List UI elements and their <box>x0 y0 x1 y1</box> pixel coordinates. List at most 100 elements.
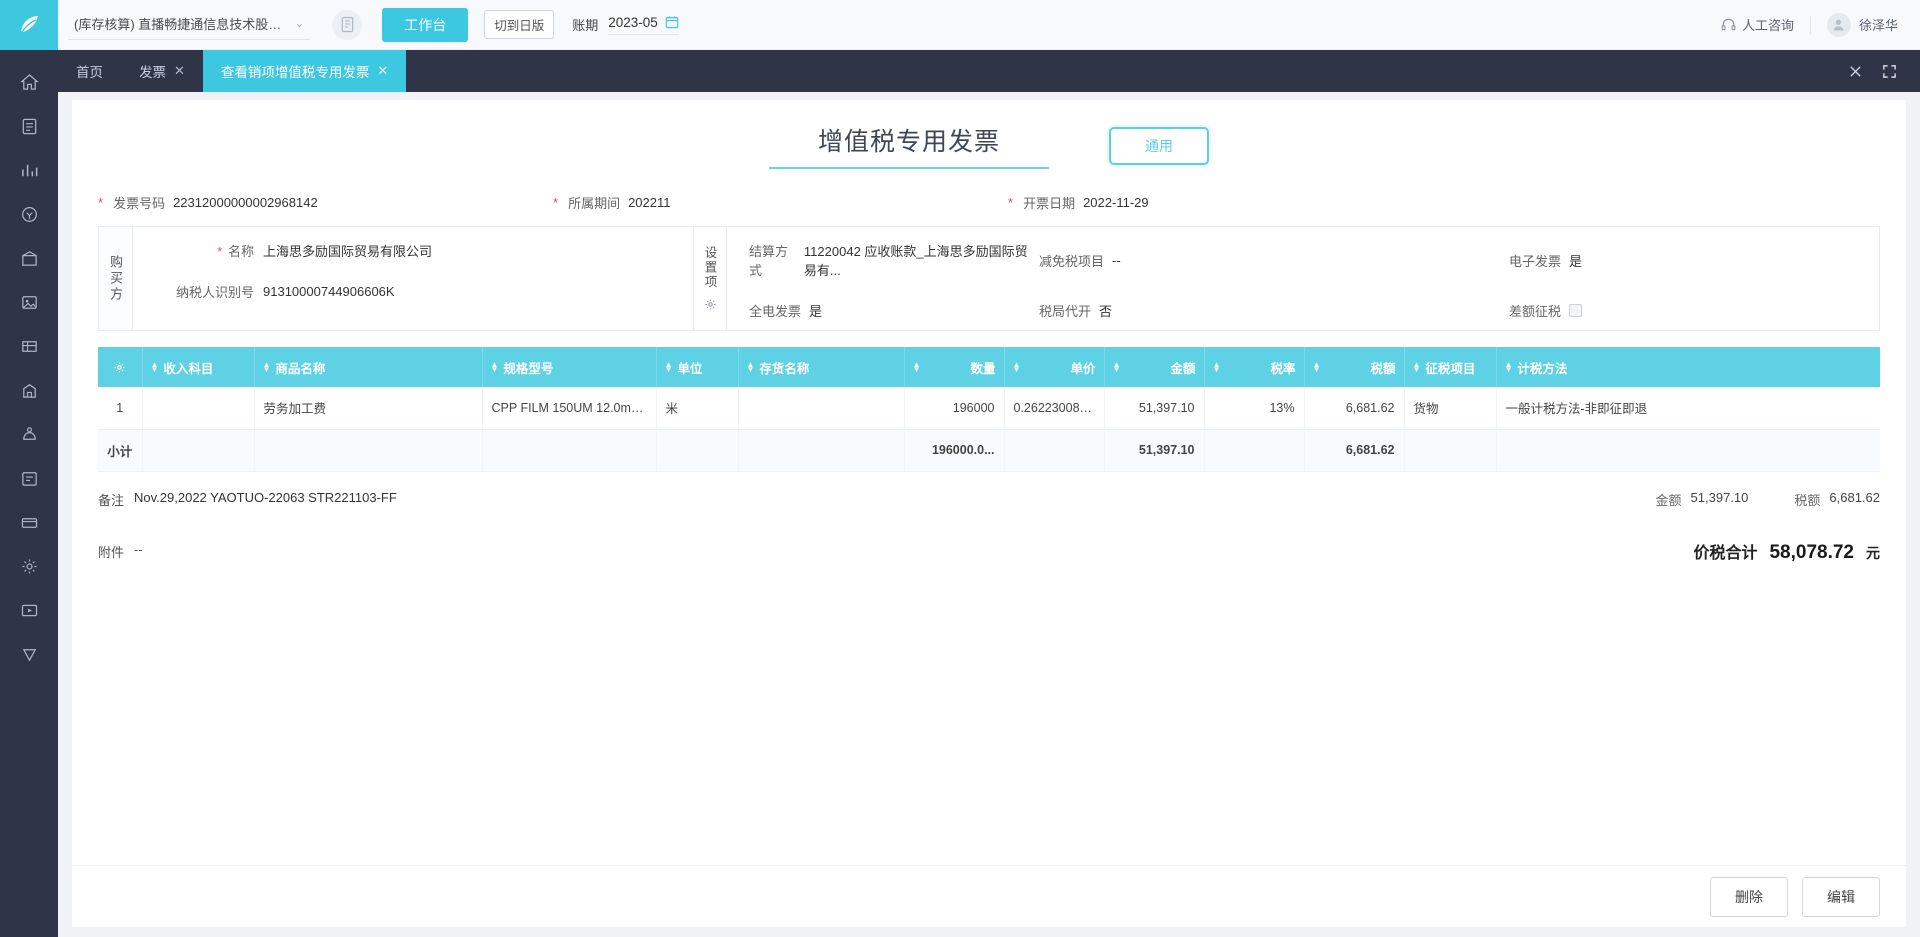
cell-empty <box>1004 429 1105 472</box>
cell-row-index: 1 <box>98 387 143 430</box>
rail-item-tax[interactable] <box>0 412 58 456</box>
table-header-row: ▲ ▼ 收入科目 ▲ ▼ 商品名称 ▲ ▼ 规格型号 ▲ ▼ 单位 <box>98 347 1880 387</box>
sort-icon[interactable]: ▲ ▼ <box>746 360 755 374</box>
sort-icon[interactable]: ▲ ▼ <box>490 360 499 374</box>
cell-tax-item: 货物 <box>1404 387 1497 430</box>
field-label: 减免税项目 <box>1039 253 1105 269</box>
column-stock-name[interactable]: ▲ ▼ 存货名称 <box>738 347 905 387</box>
support-label: 人工咨询 <box>1741 18 1794 33</box>
cell-subtotal-label: 小计 <box>98 429 143 472</box>
user-menu[interactable]: 徐泽华 <box>1826 12 1898 37</box>
account-book-icon[interactable] <box>332 9 363 40</box>
period-label: 账期 <box>572 18 599 33</box>
cell-price: 0.26223008849 <box>1004 387 1105 430</box>
sort-icon[interactable]: ▲ ▼ <box>1504 360 1513 374</box>
tabbar-actions <box>1838 50 1920 92</box>
rail-item-bank[interactable] <box>0 500 58 544</box>
tab-view-vat-special-invoice[interactable]: 查看销项增值税专用发票 ✕ <box>202 50 407 92</box>
rail-item-archive[interactable] <box>0 456 58 500</box>
org-selector[interactable]: (库存核算) 直播畅捷通信息技术股份... ⌄ <box>68 10 311 40</box>
field-label: 税局代开 <box>1039 304 1092 319</box>
field-value: 是 <box>1569 253 1583 269</box>
field-value: 是 <box>809 304 823 319</box>
rail-item-salary[interactable] <box>0 368 58 412</box>
sort-icon[interactable]: ▲ ▼ <box>912 360 921 374</box>
cell-tax-method: 一般计税方法-非即征即退 <box>1496 387 1880 430</box>
switch-to-daily-button[interactable]: 切到日版 <box>484 10 555 39</box>
table-row[interactable]: 1 劳务加工费 CPP FILM 150UM 12.0mm*250... 米 1… <box>98 387 1880 430</box>
field-fully-digital-invoice: 全电发票 是 <box>749 301 1039 320</box>
sort-icon[interactable]: ▲ ▼ <box>262 360 271 374</box>
rail-item-funds[interactable] <box>0 192 58 236</box>
close-icon[interactable]: ✕ <box>377 63 389 78</box>
tab-home[interactable]: 首页 <box>58 50 121 92</box>
sort-icon[interactable]: ▲ ▼ <box>664 360 673 374</box>
field-value: 2022-11-29 <box>1083 195 1149 210</box>
column-label: 单位 <box>677 361 703 376</box>
fullscreen-icon[interactable] <box>1872 50 1906 92</box>
field-settlement-method: 结算方式 11220042 应收账款_上海思多励国际贸易有... <box>749 241 1039 279</box>
column-tax-method[interactable]: ▲ ▼ 计税方法 <box>1496 347 1880 387</box>
differential-taxation-checkbox[interactable] <box>1569 304 1583 317</box>
support-button[interactable]: 人工咨询 <box>1721 15 1794 34</box>
field-issued-by-tax-bureau: 税局代开 否 <box>1039 301 1329 320</box>
column-label: 税率 <box>1270 361 1296 376</box>
workbench-button[interactable]: 工作台 <box>382 7 469 42</box>
column-quantity[interactable]: ▲ ▼ 数量 <box>904 347 1005 387</box>
cell-goods-name: 劳务加工费 <box>254 387 483 430</box>
rail-item-inventory[interactable] <box>0 236 58 280</box>
sort-icon[interactable]: ▲ ▼ <box>1012 360 1021 374</box>
field-value: -- <box>134 541 143 557</box>
column-income-subject[interactable]: ▲ ▼ 收入科目 <box>142 347 255 387</box>
invoice-type-tag[interactable]: 通用 <box>1109 126 1209 165</box>
invoice-lines-table: ▲ ▼ 收入科目 ▲ ▼ 商品名称 ▲ ▼ 规格型号 ▲ ▼ 单位 <box>98 347 1880 472</box>
rail-item-invoice[interactable] <box>0 324 58 368</box>
page-title: 增值税专用发票 <box>769 122 1049 169</box>
sort-icon[interactable]: ▲ ▼ <box>1112 360 1121 374</box>
total-tax-amount: 税额 6,681.62 <box>1794 490 1880 509</box>
column-goods-name[interactable]: ▲ ▼ 商品名称 <box>254 347 483 387</box>
rail-item-settings[interactable] <box>0 544 58 588</box>
rail-item-assets[interactable] <box>0 280 58 324</box>
sort-icon[interactable]: ▲ ▼ <box>1212 360 1221 374</box>
field-label-wrap: * 名称 <box>133 241 263 260</box>
sort-icon[interactable]: ▲ ▼ <box>1312 360 1321 374</box>
invoice-body: 增值税专用发票 通用 * 发票号码 22312000000002968142 *… <box>72 100 1906 865</box>
required-mark: * <box>553 195 559 210</box>
column-settings-header[interactable] <box>98 347 143 387</box>
tab-label: 查看销项增值税专用发票 <box>220 65 370 80</box>
column-label: 存货名称 <box>759 361 810 376</box>
field-value: Nov.29,2022 YAOTUO-22063 STR221103-FF <box>134 489 397 505</box>
rail-item-reports[interactable] <box>0 148 58 192</box>
close-all-tabs-icon[interactable] <box>1838 50 1872 92</box>
cell-subtotal-quantity: 196000.0... <box>904 429 1005 472</box>
column-price[interactable]: ▲ ▼ 单价 <box>1004 347 1105 387</box>
column-amount[interactable]: ▲ ▼ 金额 <box>1104 347 1205 387</box>
cell-empty <box>1496 429 1880 472</box>
column-tax-amount[interactable]: ▲ ▼ 税额 <box>1304 347 1405 387</box>
field-value: 22312000000002968142 <box>173 195 318 210</box>
sort-icon[interactable]: ▲ ▼ <box>150 360 159 374</box>
field-tax-reduction-item: 减免税项目 -- <box>1039 241 1329 279</box>
tab-invoice[interactable]: 发票 ✕ <box>121 50 203 92</box>
grand-total-label: 价税合计 <box>1693 544 1758 562</box>
column-spec-model[interactable]: ▲ ▼ 规格型号 <box>482 347 657 387</box>
close-icon[interactable]: ✕ <box>174 63 185 78</box>
cell-quantity: 196000 <box>904 387 1005 430</box>
rail-item-tutorial[interactable] <box>0 588 58 632</box>
rail-item-home[interactable] <box>0 60 58 104</box>
column-label: 规格型号 <box>503 361 554 376</box>
cell-empty <box>142 429 255 472</box>
column-tax-rate[interactable]: ▲ ▼ 税率 <box>1204 347 1305 387</box>
rail-item-vouchers[interactable] <box>0 104 58 148</box>
period-picker[interactable]: 2023-05 <box>608 15 679 35</box>
sort-icon[interactable]: ▲ ▼ <box>1412 360 1421 374</box>
delete-button[interactable]: 删除 <box>1710 876 1788 917</box>
buyer-vertical-label: 购买方 <box>99 227 133 330</box>
settings-column[interactable]: 设置项 <box>693 227 727 330</box>
column-tax-item[interactable]: ▲ ▼ 征税项目 <box>1404 347 1497 387</box>
invoice-card: 增值税专用发票 通用 * 发票号码 22312000000002968142 *… <box>72 100 1906 927</box>
rail-item-more[interactable] <box>0 632 58 676</box>
edit-button[interactable]: 编辑 <box>1802 876 1880 917</box>
column-unit[interactable]: ▲ ▼ 单位 <box>656 347 739 387</box>
